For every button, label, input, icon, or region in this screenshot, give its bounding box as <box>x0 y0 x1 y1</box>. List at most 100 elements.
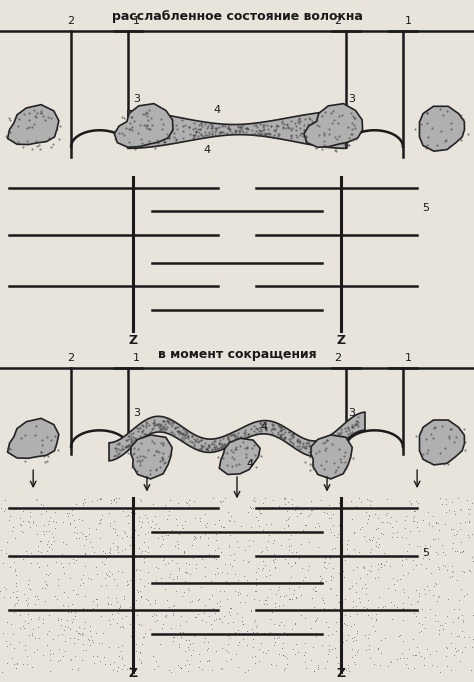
Point <box>36 535 44 546</box>
Point <box>62 539 70 550</box>
Point <box>337 578 345 589</box>
Point <box>361 578 369 589</box>
Text: 3: 3 <box>133 408 140 418</box>
Point <box>235 637 243 648</box>
Point <box>215 515 222 526</box>
Point <box>313 612 320 623</box>
Point <box>178 591 186 602</box>
Point <box>34 541 42 552</box>
Point <box>451 505 458 516</box>
Point <box>292 639 300 650</box>
Point <box>270 537 277 548</box>
Point <box>373 523 380 534</box>
Point <box>266 569 274 580</box>
Point <box>414 595 421 606</box>
Point <box>167 666 174 677</box>
Point <box>266 584 273 595</box>
Point <box>255 595 262 606</box>
Point <box>224 507 231 518</box>
Point <box>415 591 422 602</box>
Point <box>130 528 137 539</box>
Point <box>346 610 354 621</box>
Point <box>395 631 402 642</box>
Point <box>350 544 358 554</box>
Point <box>117 645 125 656</box>
Point <box>57 614 65 625</box>
Point <box>51 522 59 533</box>
Point <box>174 659 182 670</box>
Point <box>301 657 309 668</box>
Point <box>319 640 326 651</box>
Point <box>123 579 131 590</box>
Point <box>17 525 25 536</box>
Point <box>373 614 380 625</box>
Point <box>148 610 156 621</box>
Point <box>13 658 21 669</box>
Point <box>253 627 261 638</box>
Point <box>326 513 333 524</box>
Point <box>310 666 318 677</box>
Point <box>455 603 463 614</box>
Point <box>310 629 318 640</box>
Point <box>154 661 162 672</box>
Point <box>56 655 64 666</box>
Point <box>27 522 34 533</box>
Point <box>421 539 428 550</box>
Point <box>183 498 191 509</box>
Point <box>205 655 213 666</box>
Point <box>121 528 129 539</box>
Point <box>421 623 428 634</box>
Point <box>131 666 139 677</box>
Point <box>292 546 300 557</box>
Point <box>432 578 440 589</box>
Point <box>165 510 173 521</box>
Point <box>365 514 372 525</box>
Point <box>106 641 113 652</box>
Point <box>24 608 32 619</box>
Point <box>325 604 332 615</box>
Point <box>289 643 297 654</box>
Point <box>24 597 32 608</box>
Point <box>11 598 18 609</box>
Point <box>363 494 371 505</box>
Point <box>2 636 10 647</box>
Point <box>201 509 209 520</box>
Point <box>272 577 279 588</box>
Point <box>219 496 227 507</box>
Point <box>34 495 41 506</box>
Point <box>126 602 133 612</box>
Point <box>457 505 465 516</box>
Point <box>141 546 149 557</box>
Point <box>132 595 139 606</box>
Point <box>37 499 45 510</box>
Point <box>352 601 360 612</box>
Point <box>339 636 346 647</box>
Point <box>216 495 223 506</box>
Point <box>292 591 300 602</box>
Point <box>410 505 418 516</box>
Point <box>419 618 426 629</box>
Point <box>456 546 464 557</box>
Point <box>306 561 313 572</box>
Point <box>286 594 294 605</box>
Point <box>222 576 230 587</box>
Point <box>456 518 464 529</box>
Point <box>432 516 439 527</box>
Point <box>182 635 190 646</box>
Point <box>231 586 239 597</box>
Point <box>465 531 473 542</box>
Point <box>275 649 283 659</box>
Point <box>71 650 79 661</box>
Point <box>227 653 235 664</box>
Polygon shape <box>109 412 365 461</box>
Point <box>169 574 177 584</box>
Point <box>108 495 115 506</box>
Point <box>247 606 255 617</box>
Point <box>321 553 329 564</box>
Point <box>401 514 408 525</box>
Point <box>377 517 385 528</box>
Point <box>203 656 210 667</box>
Point <box>260 497 267 508</box>
Point <box>448 496 456 507</box>
Point <box>263 591 271 602</box>
